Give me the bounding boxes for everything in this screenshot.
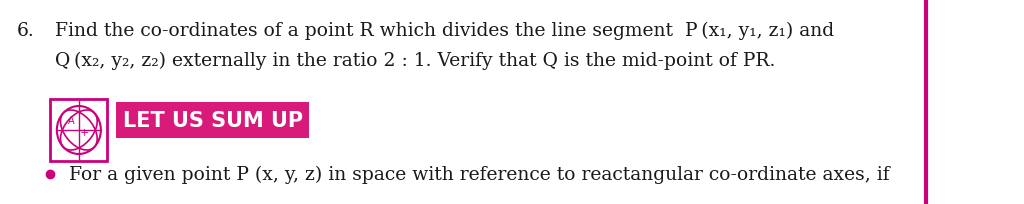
Text: LET US SUM UP: LET US SUM UP [123,110,303,130]
Text: A: A [69,115,75,125]
Text: For a given point P (x, y, z) in space with reference to reactangular co-ordinat: For a given point P (x, y, z) in space w… [69,165,890,183]
Text: Find the co-ordinates of a point R which divides the line segment  P (x₁, y₁, z₁: Find the co-ordinates of a point R which… [55,22,835,40]
Text: +: + [80,127,89,137]
Text: 6.: 6. [16,22,34,40]
FancyBboxPatch shape [50,100,108,161]
FancyBboxPatch shape [117,102,309,138]
Text: Q (x₂, y₂, z₂) externally in the ratio 2 : 1. Verify that Q is the mid-point of : Q (x₂, y₂, z₂) externally in the ratio 2… [55,52,775,70]
